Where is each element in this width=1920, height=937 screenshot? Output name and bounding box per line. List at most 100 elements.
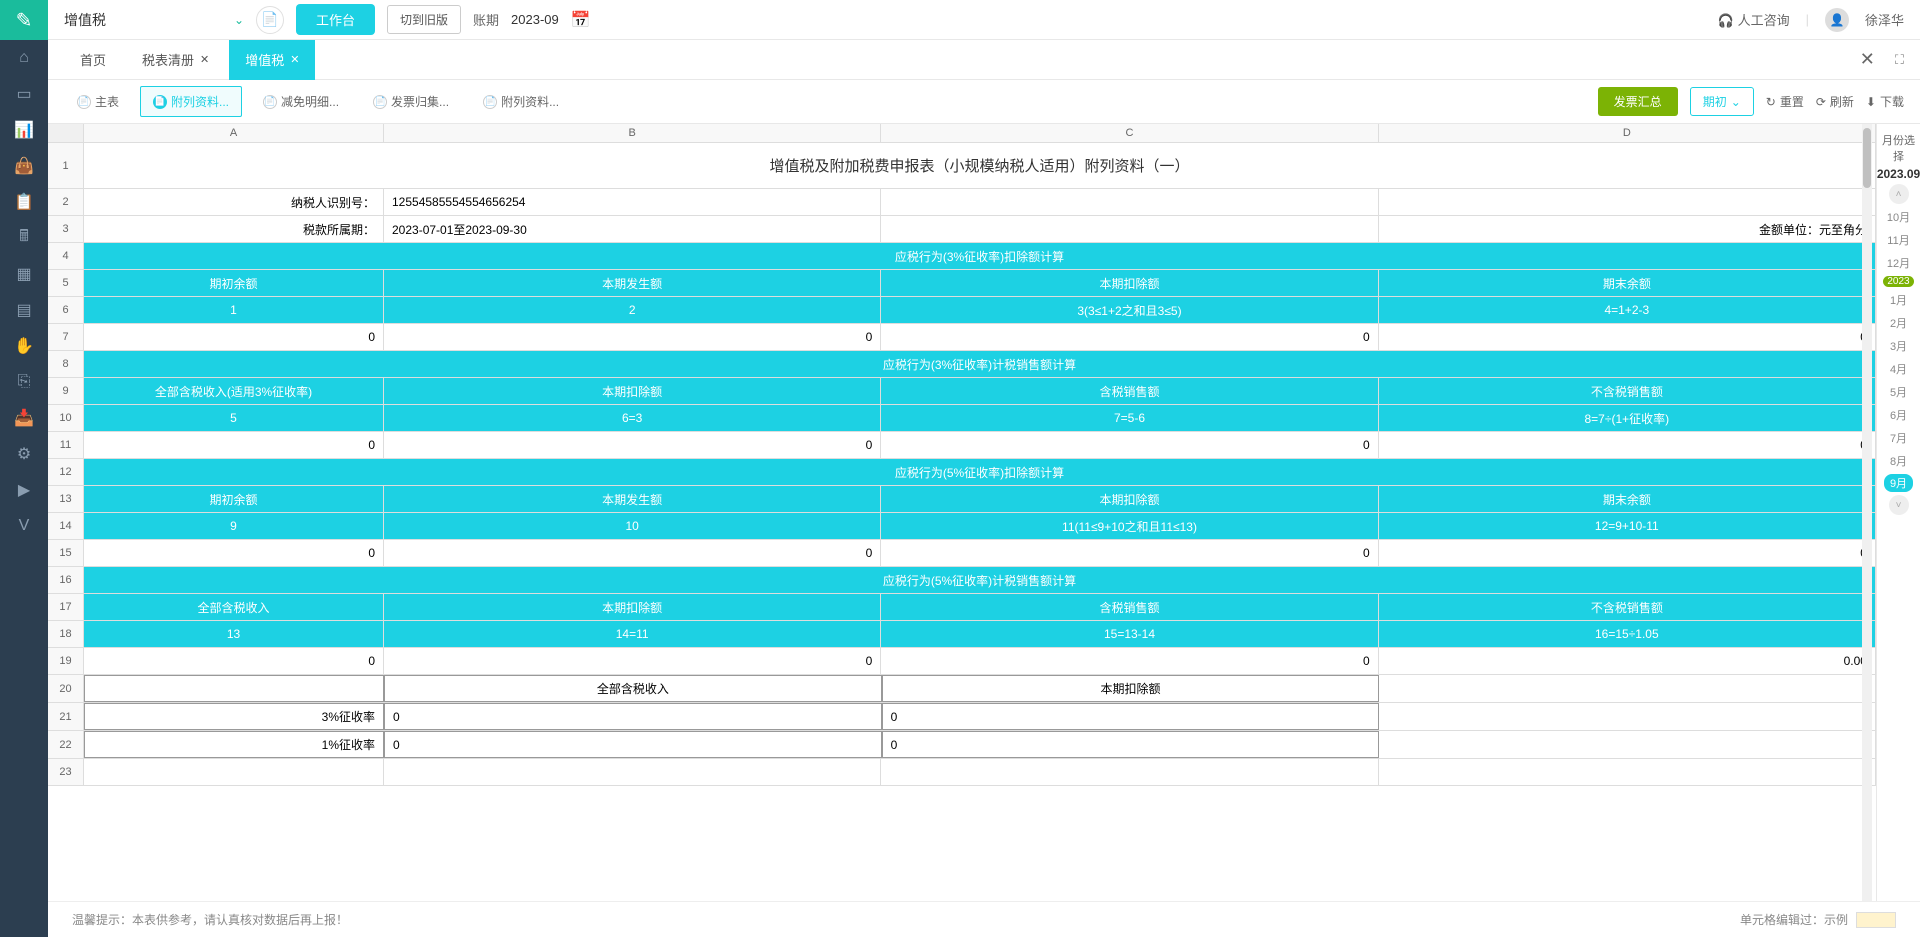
v-icon[interactable]: V	[0, 508, 48, 544]
month-item[interactable]: 8月	[1886, 451, 1911, 471]
card-icon[interactable]: ▭	[0, 76, 48, 112]
tab-list[interactable]: 税表清册✕	[126, 40, 225, 80]
cell[interactable]: 0	[84, 432, 384, 458]
month-item[interactable]: 2月	[1886, 313, 1911, 333]
cell[interactable]: 0	[881, 324, 1378, 350]
row-header[interactable]: 5	[48, 270, 84, 296]
doc-icon[interactable]: 📄	[256, 6, 284, 34]
subtab-invoice[interactable]: 📄发票归集...	[360, 86, 462, 117]
row-header[interactable]: 20	[48, 675, 84, 702]
cell[interactable]: 0	[1379, 432, 1876, 458]
initial-button[interactable]: 期初 ⌄	[1690, 87, 1754, 116]
prev-year-icon[interactable]: ˄	[1889, 184, 1909, 204]
clipboard-icon[interactable]: 📋	[0, 184, 48, 220]
inbox-icon[interactable]: 📥	[0, 400, 48, 436]
row-header[interactable]: 21	[48, 703, 84, 730]
cell[interactable]: 0	[84, 324, 384, 350]
cell[interactable]: 0	[384, 324, 881, 350]
month-item[interactable]: 1月	[1886, 290, 1911, 310]
col-header[interactable]: A	[84, 124, 384, 142]
cell[interactable]: 0	[84, 648, 384, 674]
row-header[interactable]: 19	[48, 648, 84, 674]
calendar-icon[interactable]: 📅	[571, 10, 591, 30]
col-header[interactable]: D	[1379, 124, 1876, 142]
cell[interactable]: 0	[881, 540, 1378, 566]
row-header[interactable]: 18	[48, 621, 84, 647]
spreadsheet[interactable]: A B C D 1增值税及附加税费申报表（小规模纳税人适用）附列资料（一） 2纳…	[48, 124, 1876, 901]
close-all-icon[interactable]: ✕	[1852, 49, 1883, 70]
month-item[interactable]: 10月	[1883, 207, 1914, 227]
home-icon[interactable]: ⌂	[0, 40, 48, 76]
hand-icon[interactable]: ✋	[0, 328, 48, 364]
month-item-active[interactable]: 9月	[1884, 474, 1913, 492]
month-item[interactable]: 3月	[1886, 336, 1911, 356]
cell[interactable]: 0	[384, 432, 881, 458]
next-year-icon[interactable]: ˅	[1889, 495, 1909, 515]
download-button[interactable]: ⬇ 下载	[1866, 93, 1904, 110]
row-header[interactable]: 4	[48, 243, 84, 269]
fullscreen-icon[interactable]: ⛶	[1895, 52, 1904, 68]
logo-icon[interactable]: ✎	[0, 0, 48, 40]
row-header[interactable]: 23	[48, 759, 84, 785]
cell[interactable]: 0	[881, 648, 1378, 674]
video-icon[interactable]: ▶	[0, 472, 48, 508]
bag-icon[interactable]: 👜	[0, 148, 48, 184]
close-icon[interactable]: ✕	[200, 53, 209, 66]
month-item[interactable]: 11月	[1883, 230, 1913, 250]
row-header[interactable]: 3	[48, 216, 84, 242]
row-header[interactable]: 9	[48, 378, 84, 404]
cell[interactable]: 0	[1379, 540, 1876, 566]
col-header[interactable]: C	[881, 124, 1378, 142]
subtab-attach2[interactable]: 📄附列资料...	[470, 86, 572, 117]
month-item[interactable]: 4月	[1886, 359, 1911, 379]
close-icon[interactable]: ✕	[290, 53, 299, 66]
scrollbar[interactable]	[1862, 124, 1872, 901]
row-header[interactable]: 11	[48, 432, 84, 458]
row-header[interactable]: 8	[48, 351, 84, 377]
cell[interactable]: 0	[384, 648, 881, 674]
cell[interactable]: 0	[384, 703, 882, 730]
refresh-button[interactable]: ⟳ 刷新	[1816, 93, 1854, 110]
cell[interactable]: 0	[384, 731, 882, 758]
col-header[interactable]: B	[384, 124, 881, 142]
switch-version-button[interactable]: 切到旧版	[387, 5, 461, 34]
row-header[interactable]: 22	[48, 731, 84, 758]
reset-button[interactable]: ↻ 重置	[1766, 93, 1804, 110]
cell[interactable]: 0	[84, 540, 384, 566]
subtab-main[interactable]: 📄主表	[64, 86, 132, 117]
cell[interactable]: 0	[882, 731, 1380, 758]
row-header[interactable]: 1	[48, 143, 84, 188]
month-item[interactable]: 6月	[1886, 405, 1911, 425]
subtab-exempt[interactable]: 📄减免明细...	[250, 86, 352, 117]
tab-home[interactable]: 首页	[64, 40, 122, 80]
grid-icon[interactable]: ▤	[0, 292, 48, 328]
cell[interactable]: 0	[882, 703, 1380, 730]
tax-type-dropdown[interactable]: 增值税 ⌄	[64, 10, 244, 30]
row-header[interactable]: 2	[48, 189, 84, 215]
row-header[interactable]: 6	[48, 297, 84, 323]
row-header[interactable]: 12	[48, 459, 84, 485]
calc-icon[interactable]: 🖩	[0, 220, 48, 256]
row-header[interactable]: 16	[48, 567, 84, 593]
tab-vat[interactable]: 增值税✕	[229, 40, 315, 80]
row-header[interactable]: 15	[48, 540, 84, 566]
row-header[interactable]: 7	[48, 324, 84, 350]
gear-icon[interactable]: ⚙	[0, 436, 48, 472]
summary-button[interactable]: 发票汇总	[1598, 87, 1678, 116]
row-header[interactable]: 17	[48, 594, 84, 620]
month-item[interactable]: 7月	[1886, 428, 1911, 448]
row-header[interactable]: 10	[48, 405, 84, 431]
cell[interactable]: 0	[881, 432, 1378, 458]
row-header[interactable]: 13	[48, 486, 84, 512]
row-header[interactable]: 14	[48, 513, 84, 539]
avatar[interactable]: 👤	[1825, 8, 1849, 32]
export-icon[interactable]: ⎘	[0, 364, 48, 400]
chart-icon[interactable]: 📊	[0, 112, 48, 148]
cell[interactable]: 0.00	[1379, 648, 1876, 674]
table-icon[interactable]: ▦	[0, 256, 48, 292]
workspace-button[interactable]: 工作台	[296, 4, 375, 35]
help-link[interactable]: 🎧 人工咨询	[1718, 10, 1790, 29]
subtab-attach[interactable]: 📄附列资料...	[140, 86, 242, 117]
month-item[interactable]: 5月	[1886, 382, 1911, 402]
corner-cell[interactable]	[48, 124, 84, 142]
